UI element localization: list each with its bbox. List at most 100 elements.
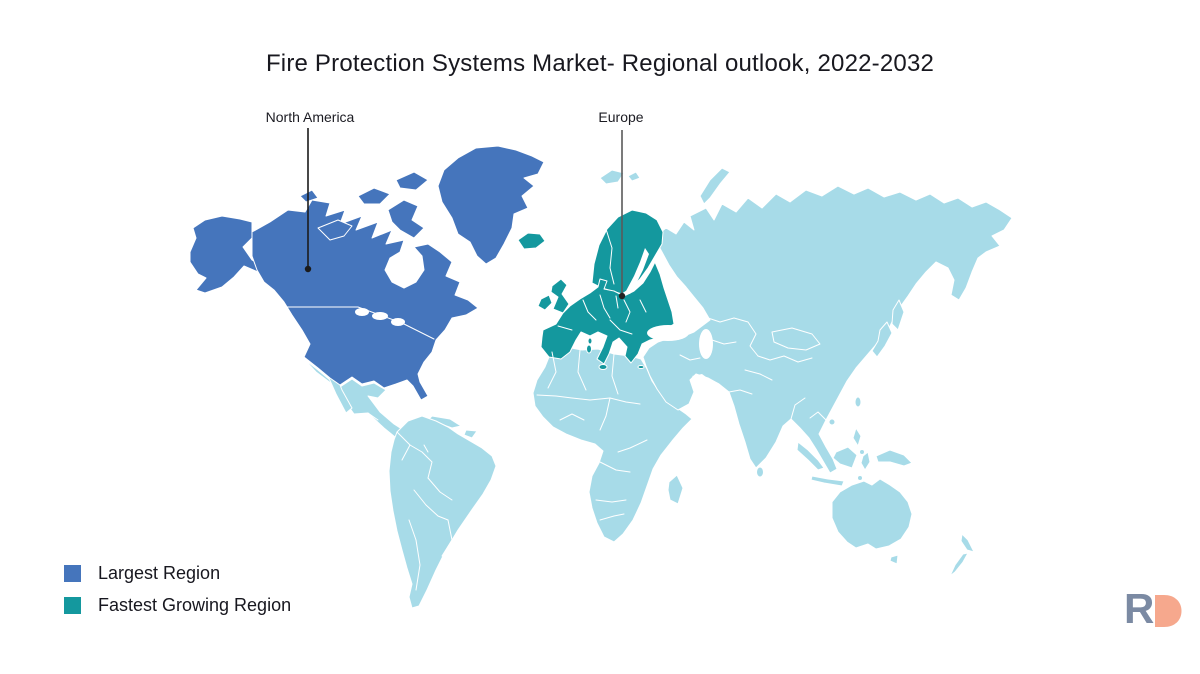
great-lake-1 xyxy=(355,308,369,316)
africa-border-8 xyxy=(617,439,648,453)
black-sea xyxy=(647,325,689,341)
africa-border-5 xyxy=(609,397,641,405)
brand-logo: R xyxy=(1124,585,1182,632)
new-guinea xyxy=(875,449,913,467)
africa-border-10 xyxy=(595,499,627,503)
java xyxy=(810,475,845,487)
south-america xyxy=(388,415,497,609)
novaya-zemlya xyxy=(699,167,731,205)
asia-border-pakistan xyxy=(728,389,753,395)
sakhalin xyxy=(891,299,905,331)
devon-island xyxy=(357,187,391,205)
logo-letter-r: R xyxy=(1124,585,1154,632)
crete xyxy=(637,365,645,369)
africa-border-2 xyxy=(577,349,587,391)
borneo xyxy=(832,446,858,469)
asia-border-kazakh xyxy=(707,317,759,357)
hainan xyxy=(828,418,836,426)
new-zealand-south xyxy=(949,552,969,577)
sumatra xyxy=(796,441,825,471)
sulawesi xyxy=(860,451,871,471)
madagascar xyxy=(667,474,684,505)
sa-border-5 xyxy=(408,519,421,591)
caspian-sea xyxy=(699,329,713,359)
asia-border-centralasia xyxy=(711,339,737,345)
region-europe xyxy=(517,209,675,370)
mexico-border-1 xyxy=(367,412,379,421)
sicily xyxy=(598,364,608,370)
great-britain xyxy=(550,278,570,314)
svalbard xyxy=(599,169,625,185)
europe-leader-dot xyxy=(618,292,626,300)
asia-details xyxy=(647,317,827,421)
new-zealand-north xyxy=(960,533,975,553)
africa-border-6 xyxy=(559,413,585,421)
callout-north-america: North America xyxy=(266,109,355,273)
victoria-island xyxy=(317,219,353,241)
callout-europe: Europe xyxy=(598,109,644,300)
corsica xyxy=(587,337,593,345)
africa-border-3 xyxy=(611,353,619,395)
greenland xyxy=(437,145,545,265)
africa-border-1 xyxy=(547,351,557,389)
gulf-of-bothnia xyxy=(626,248,649,294)
logo-letter-d-icon xyxy=(1155,594,1182,627)
europe-border-3 xyxy=(599,294,611,319)
legend: Largest Region Fastest Growing Region xyxy=(64,563,291,616)
north-america-leader-dot xyxy=(304,265,312,273)
legend-item-fastest: Fastest Growing Region xyxy=(64,595,291,616)
africa-border-11 xyxy=(599,513,625,521)
asia-border-myanmar xyxy=(790,397,806,420)
sa-border-1 xyxy=(396,431,433,479)
asia-border-iraq xyxy=(679,354,701,361)
region-rest-of-world xyxy=(303,167,1013,609)
africa-border-4 xyxy=(536,394,611,401)
page-title: Fire Protection Systems Market- Regional… xyxy=(265,50,935,77)
europe-border-2 xyxy=(582,299,597,321)
europe-border-1 xyxy=(557,325,573,331)
europe-label: Europe xyxy=(598,109,643,125)
africa-border-9 xyxy=(599,461,631,473)
sa-border-6 xyxy=(441,519,453,557)
legend-swatch-largest xyxy=(64,565,81,582)
asia-border-indochina xyxy=(809,411,827,421)
svalbard-east xyxy=(627,171,641,182)
legend-swatch-fastest xyxy=(64,597,81,614)
sa-border-4 xyxy=(413,489,449,521)
europe-border-4 xyxy=(615,295,619,309)
us-canada-border xyxy=(285,306,435,340)
ellesmere-island xyxy=(395,171,429,191)
europe-border-6 xyxy=(639,299,647,313)
north-america-details xyxy=(285,306,435,340)
asia-border-china xyxy=(757,355,813,363)
north-america-label: North America xyxy=(266,109,355,125)
philippines-south xyxy=(859,449,865,455)
baffin-island xyxy=(387,199,425,239)
philippines xyxy=(852,427,862,447)
europe-border-5 xyxy=(623,299,631,323)
legend-label-largest: Largest Region xyxy=(98,563,221,583)
sri-lanka xyxy=(756,466,764,478)
sa-border-2 xyxy=(401,444,411,461)
asia xyxy=(642,185,1013,474)
timor xyxy=(857,475,863,481)
legend-item-largest: Largest Region xyxy=(64,563,291,584)
ireland xyxy=(537,294,553,311)
asia-border-mongolia xyxy=(771,327,821,351)
japan xyxy=(871,321,893,358)
persian-gulf xyxy=(692,374,710,382)
australia xyxy=(831,478,913,550)
tasmania xyxy=(889,554,899,565)
south-details xyxy=(367,349,648,591)
sardinia xyxy=(586,344,592,354)
taiwan xyxy=(854,396,862,408)
canada-usa-mainland xyxy=(251,199,479,401)
iceland xyxy=(517,232,546,250)
europe-border-7 xyxy=(609,319,633,335)
europe-details xyxy=(557,228,649,335)
hispaniola xyxy=(463,429,478,439)
legend-label-fastest: Fastest Growing Region xyxy=(98,595,292,615)
africa xyxy=(532,346,693,543)
